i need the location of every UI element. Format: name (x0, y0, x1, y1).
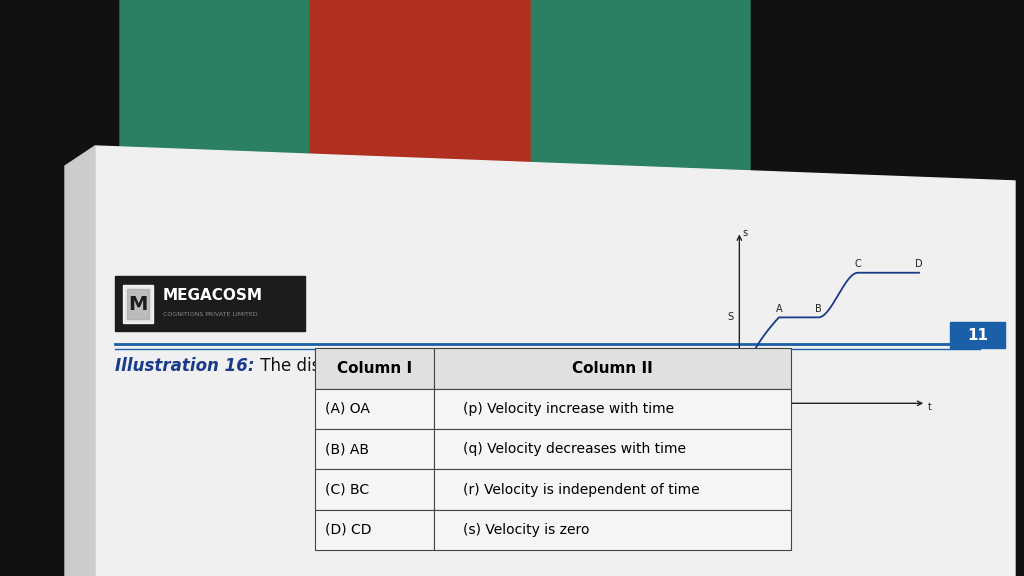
Polygon shape (310, 0, 530, 266)
Polygon shape (65, 146, 95, 576)
Text: B: B (815, 304, 822, 314)
Text: M: M (128, 294, 147, 313)
Text: A: A (775, 304, 782, 314)
Bar (950, 322, 1005, 348)
Text: O: O (730, 406, 737, 415)
Text: C: C (855, 259, 861, 269)
Text: Illustration 16:: Illustration 16: (115, 357, 255, 375)
Text: t: t (928, 401, 932, 412)
Bar (123, 285, 153, 323)
Text: S: S (727, 312, 733, 323)
Polygon shape (95, 146, 1015, 576)
Text: COGNITIONS PRIVATE LIMITED: COGNITIONS PRIVATE LIMITED (163, 313, 258, 317)
Text: s: s (742, 228, 748, 238)
Text: The displacement versus time curve is given:: The displacement versus time curve is gi… (255, 357, 639, 375)
Text: 11: 11 (967, 328, 988, 343)
Text: D: D (915, 259, 923, 269)
Bar (127, 289, 150, 319)
Text: MEGACOSM: MEGACOSM (163, 289, 263, 304)
Polygon shape (120, 0, 750, 296)
Bar (115, 276, 305, 331)
